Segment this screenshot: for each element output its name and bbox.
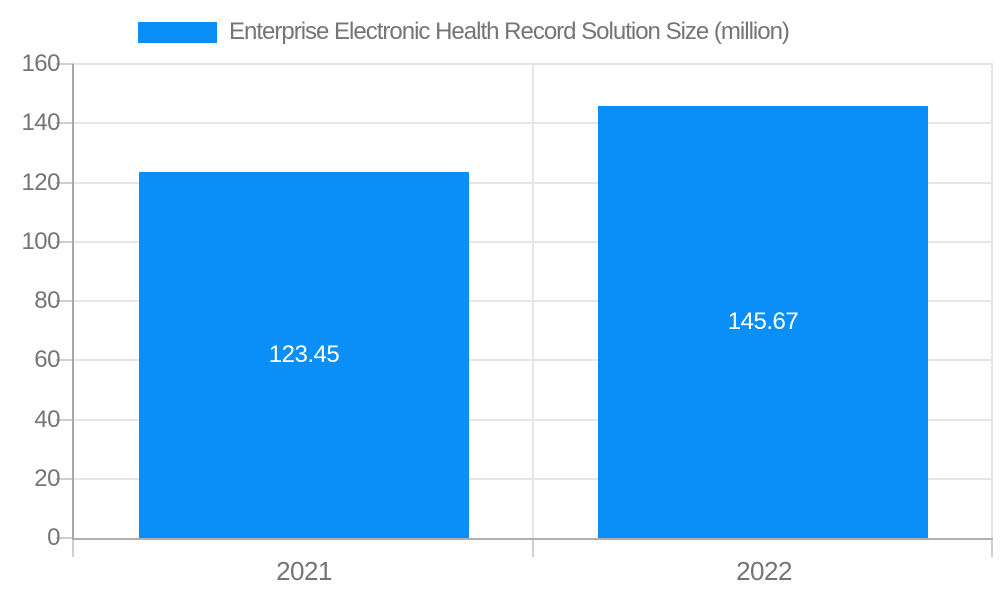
ytick-label-140: 140 (21, 109, 60, 136)
ytick-mark-80 (56, 300, 74, 302)
ytick-mark-40 (56, 419, 74, 421)
gridline-x-2 (991, 64, 993, 538)
bar-2021[interactable] (139, 172, 469, 538)
legend-item[interactable]: Enterprise Electronic Health Record Solu… (138, 18, 790, 46)
ytick-label-120: 120 (21, 169, 60, 196)
x-axis-baseline (74, 538, 993, 540)
ytick-label-60: 60 (34, 346, 60, 373)
xtick-mark-2 (991, 538, 993, 557)
xtick-label-2021: 2021 (276, 556, 332, 586)
ytick-label-20: 20 (34, 465, 60, 492)
ytick-mark-20 (56, 478, 74, 480)
ytick-mark-120 (56, 182, 74, 184)
xtick-mark-0 (72, 538, 74, 557)
ytick-mark-160 (56, 63, 74, 65)
ytick-label-0: 0 (47, 524, 60, 551)
ytick-mark-100 (56, 241, 74, 243)
ytick-mark-140 (56, 122, 74, 124)
ytick-label-100: 100 (21, 228, 60, 255)
ytick-label-40: 40 (34, 406, 60, 433)
xtick-label-2022: 2022 (736, 556, 792, 586)
gridline-x-1 (532, 64, 534, 538)
xtick-mark-1 (532, 538, 534, 557)
legend-label: Enterprise Electronic Health Record Solu… (229, 18, 790, 45)
bar-2022[interactable] (598, 106, 928, 538)
legend-swatch (138, 21, 217, 43)
y-axis-line (72, 64, 74, 540)
ytick-label-80: 80 (34, 287, 60, 314)
legend: Enterprise Electronic Health Record Solu… (138, 16, 790, 48)
ytick-label-160: 160 (21, 50, 60, 77)
ytick-mark-0 (56, 537, 74, 539)
ytick-mark-60 (56, 359, 74, 361)
